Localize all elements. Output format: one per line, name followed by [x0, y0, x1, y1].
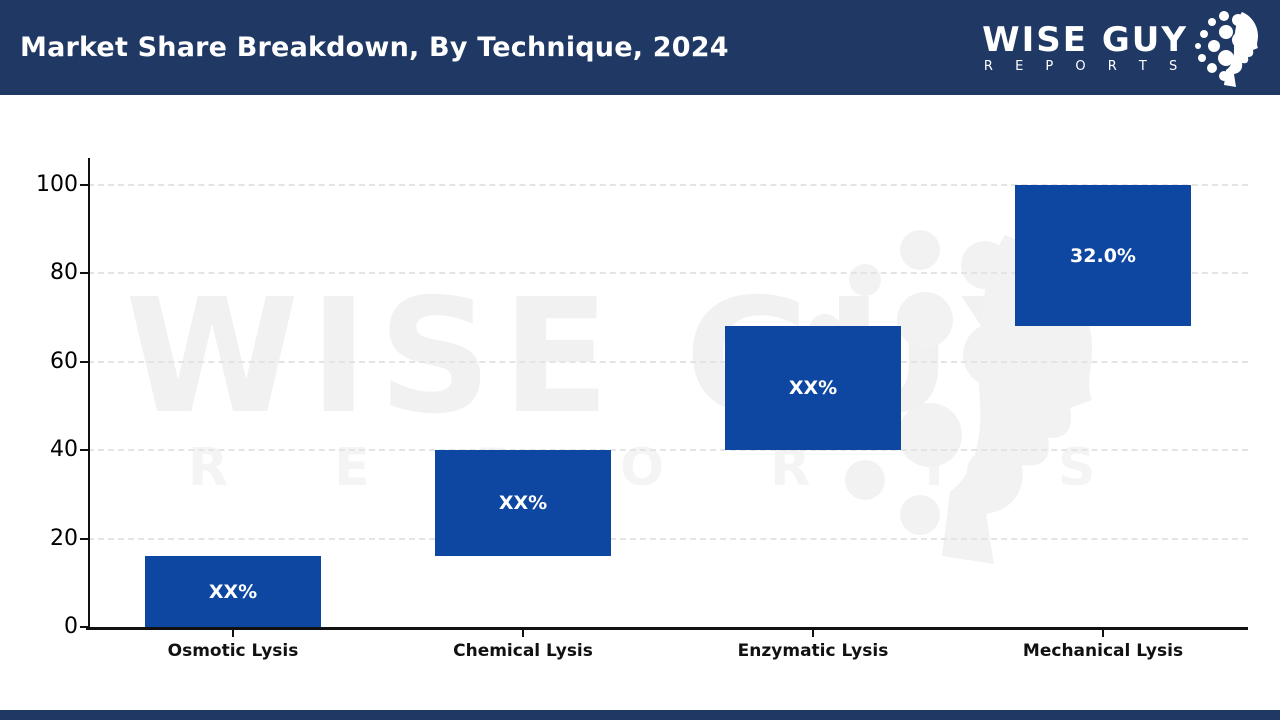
footer-bar: [0, 710, 1280, 720]
gridline-60: [88, 360, 1248, 363]
y-tick-80: [80, 272, 88, 275]
page-title: Market Share Breakdown, By Technique, 20…: [20, 32, 729, 63]
y-tick-20: [80, 537, 88, 540]
x-tick-3: [1102, 630, 1104, 637]
y-tick-label-100: 100: [36, 172, 78, 197]
x-tick-1: [522, 630, 524, 637]
bar-value-label: 32.0%: [1070, 244, 1136, 267]
y-tick-label-60: 60: [50, 348, 78, 374]
bar-value-label: XX%: [788, 377, 838, 400]
gridline-100: [88, 184, 1248, 186]
x-category-label-0: Osmotic Lysis: [167, 641, 299, 661]
y-tick-0: [80, 626, 88, 628]
y-tick-label-80: 80: [50, 260, 78, 286]
bar-value-label: XX%: [208, 580, 258, 603]
y-tick-label-40: 40: [50, 437, 78, 463]
x-category-label-3: Mechanical Lysis: [1022, 641, 1184, 661]
gridline-80: [88, 272, 1248, 275]
gridline-40: [88, 449, 1248, 452]
logo-subtitle: R E P O R T S: [983, 58, 1187, 74]
bar-chemical-lysis: XX%: [435, 450, 611, 557]
y-tick-40: [80, 449, 88, 452]
y-axis-line: [88, 158, 90, 629]
x-category-label-2: Enzymatic Lysis: [737, 641, 889, 661]
bar-enzymatic-lysis: XX%: [725, 326, 901, 451]
header-bar: Market Share Breakdown, By Technique, 20…: [0, 0, 1280, 95]
bar-osmotic-lysis: XX%: [145, 556, 321, 627]
logo-wordmark: WISE GUY: [982, 19, 1188, 60]
y-tick-60: [80, 360, 88, 363]
x-category-label-1: Chemical Lysis: [453, 641, 593, 661]
y-tick-label-20: 20: [50, 525, 78, 551]
x-axis-line: [86, 627, 1248, 630]
bar-value-label: XX%: [498, 492, 548, 515]
bar-mechanical-lysis: 32.0%: [1015, 185, 1191, 327]
x-tick-0: [232, 630, 234, 637]
x-tick-2: [812, 630, 814, 637]
y-tick-100: [80, 184, 88, 186]
gridline-20: [88, 537, 1248, 540]
logo-head-icon: [1195, 10, 1258, 87]
wiseguy-logo: WISE GUY R E P O R T S: [982, 8, 1262, 88]
logo-text: WISE GUY R E P O R T S: [982, 23, 1188, 73]
y-tick-label-0: 0: [64, 614, 78, 639]
